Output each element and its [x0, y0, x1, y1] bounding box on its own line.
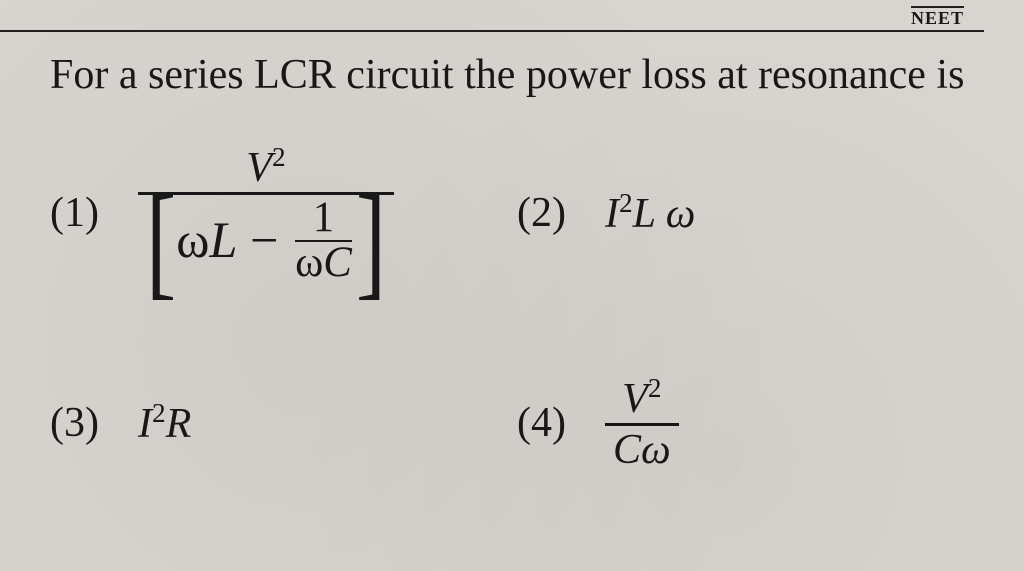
option-4: (4) V2 Cω — [517, 374, 984, 472]
sym-minus: − — [250, 214, 278, 267]
option-4-fraction: V2 Cω — [605, 374, 679, 472]
option-1-number: (1) — [50, 189, 120, 237]
option-3: (3) I2R — [50, 398, 517, 448]
exam-label: NEET — [911, 6, 964, 29]
sym-R: R — [166, 401, 192, 447]
page: NEET For a series LCR circuit the power … — [0, 0, 1024, 493]
sym-I: I — [605, 191, 619, 237]
right-bracket-icon: ] — [356, 196, 386, 285]
inner-num: 1 — [313, 197, 334, 240]
question-text: For a series LCR circuit the power loss … — [50, 48, 984, 103]
inner-den: ωC — [295, 242, 352, 285]
options-grid: (1) V2 [ ωL − 1 ωC — [50, 143, 984, 473]
option-3-number: (3) — [50, 399, 120, 447]
sym-V: V — [246, 145, 272, 191]
option-1-fraction: V2 [ ωL − 1 ωC ] — [138, 143, 394, 285]
option-4-numerator: V2 — [614, 374, 669, 423]
inner-fraction: 1 ωC — [295, 197, 352, 285]
option-4-denominator: Cω — [605, 426, 679, 472]
sym-squared-2: 2 — [619, 188, 633, 218]
sym-L: L — [209, 214, 237, 267]
sym-I2: I — [138, 401, 152, 447]
sym-squared: 2 — [272, 142, 286, 172]
sym-Cw: Cω — [613, 427, 671, 473]
option-2: (2) I2L ω — [517, 188, 984, 238]
top-rule — [0, 30, 984, 32]
sym-Lw: L ω — [633, 191, 696, 237]
sym-C: C — [323, 239, 352, 286]
option-2-number: (2) — [517, 189, 587, 237]
option-4-number: (4) — [517, 399, 587, 447]
sym-squared-3: 2 — [152, 398, 166, 428]
option-2-expression: I2L ω — [605, 188, 695, 238]
option-1: (1) V2 [ ωL − 1 ωC — [50, 143, 517, 285]
sym-omega2: ω — [295, 239, 323, 286]
option-1-denominator: [ ωL − 1 ωC ] — [138, 195, 394, 285]
option-1-numerator: V2 — [238, 143, 293, 192]
sym-omega: ω — [176, 214, 209, 267]
sym-squared-4: 2 — [648, 373, 662, 403]
option-3-expression: I2R — [138, 398, 191, 448]
sym-V2: V — [622, 376, 648, 422]
left-bracket-icon: [ — [146, 196, 176, 285]
